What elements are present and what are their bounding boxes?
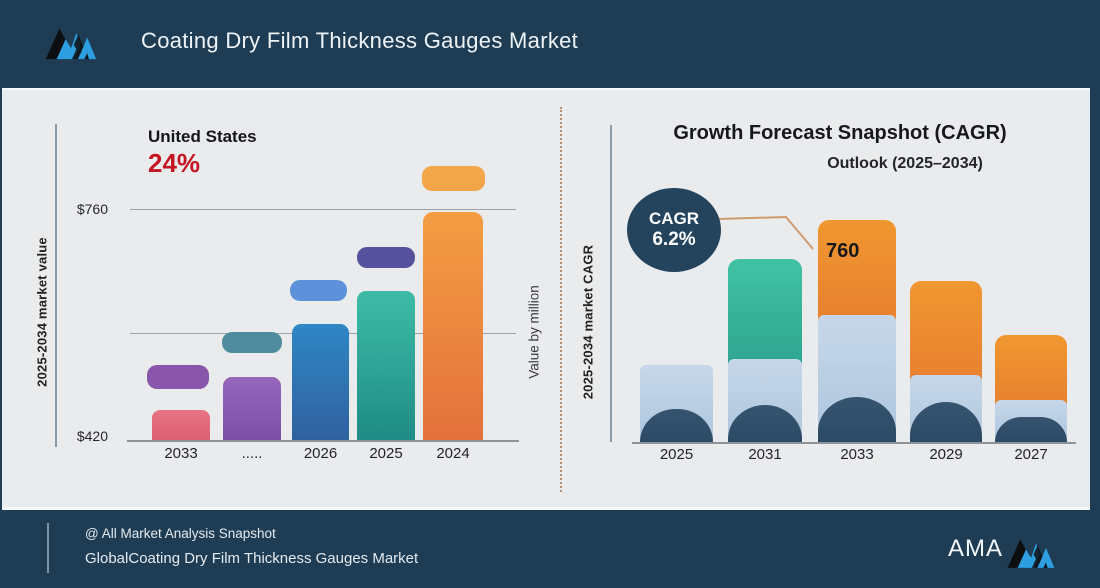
gridline-760 (130, 209, 516, 210)
right-chart-title: Growth Forecast Snapshot (CAGR) (673, 122, 1007, 144)
right-xlabel-0: 2025 (659, 446, 694, 463)
footer-ama-logo-icon (1007, 539, 1055, 568)
left-y-axis-label: 2025-2034 market value (34, 237, 50, 387)
right-xlabel-4: 2027 (1014, 446, 1048, 463)
left-y-axis-line (55, 124, 57, 447)
main-panel: 2025-2034 market value United States 24%… (2, 88, 1090, 510)
right-chart-subtitle: Outlook (2025–2034) (827, 155, 983, 172)
bar-2025 (357, 291, 415, 440)
cagr-badge-value: 6.2% (652, 228, 696, 250)
header-bar: Coating Dry Film Thickness Gauges Market (0, 0, 1100, 88)
pill-2025 (357, 247, 415, 268)
left-xlabel-1: ..... (241, 445, 263, 462)
right-y-axis-line (610, 125, 612, 442)
left-xlabel-2: 2026 (303, 445, 338, 462)
rbar-2031 (728, 259, 802, 442)
cagr-badge-label: CAGR (648, 209, 700, 229)
region-value: 24% (148, 148, 201, 178)
footer-bar: @ All Market Analysis Snapshot GlobalCoa… (0, 513, 1100, 588)
pill-2026 (290, 280, 347, 301)
bar-2026 (292, 324, 349, 440)
ama-logo-icon (45, 28, 97, 60)
pill-2024 (422, 166, 485, 191)
right-xlabel-1: 2031 (748, 446, 782, 463)
right-xlabel-2: 2033 (840, 446, 874, 463)
left-xlabel-3: 2025 (369, 445, 403, 462)
bar-2033 (152, 410, 210, 440)
value-callout-760: 760 (826, 240, 860, 262)
pill-2033 (147, 365, 209, 389)
region-label: United States (148, 127, 257, 146)
value-by-million-label: Value by million (526, 285, 542, 379)
panel-divider (560, 107, 562, 492)
rbar-2025 (640, 365, 713, 442)
footer-subtitle: GlobalCoating Dry Film Thickness Gauges … (85, 550, 419, 567)
page-title: Coating Dry Film Thickness Gauges Market (141, 28, 579, 53)
footer-brand-text: AMA (948, 535, 1004, 562)
right-y-axis-label: 2025-2034 market CAGR (580, 244, 596, 400)
footer-note: @ All Market Analysis Snapshot (85, 526, 276, 541)
right-x-axis-line (632, 442, 1076, 444)
footer-divider (47, 523, 49, 573)
left-xlabel-4: 2024 (436, 445, 470, 462)
left-ytick-760: $760 (76, 201, 108, 217)
right-xlabel-3: 2029 (929, 446, 963, 463)
rbar-2033 (818, 220, 896, 442)
pill-dots (222, 332, 282, 353)
rbar-2027 (995, 335, 1067, 442)
left-x-axis-line (127, 440, 519, 442)
bar-dots (223, 377, 281, 440)
left-ytick-420: $420 (76, 428, 108, 444)
bar-2024 (423, 212, 483, 440)
cagr-badge: CAGR 6.2% (627, 188, 721, 272)
left-xlabel-0: 2033 (164, 445, 198, 462)
rbar-2029 (910, 281, 982, 442)
